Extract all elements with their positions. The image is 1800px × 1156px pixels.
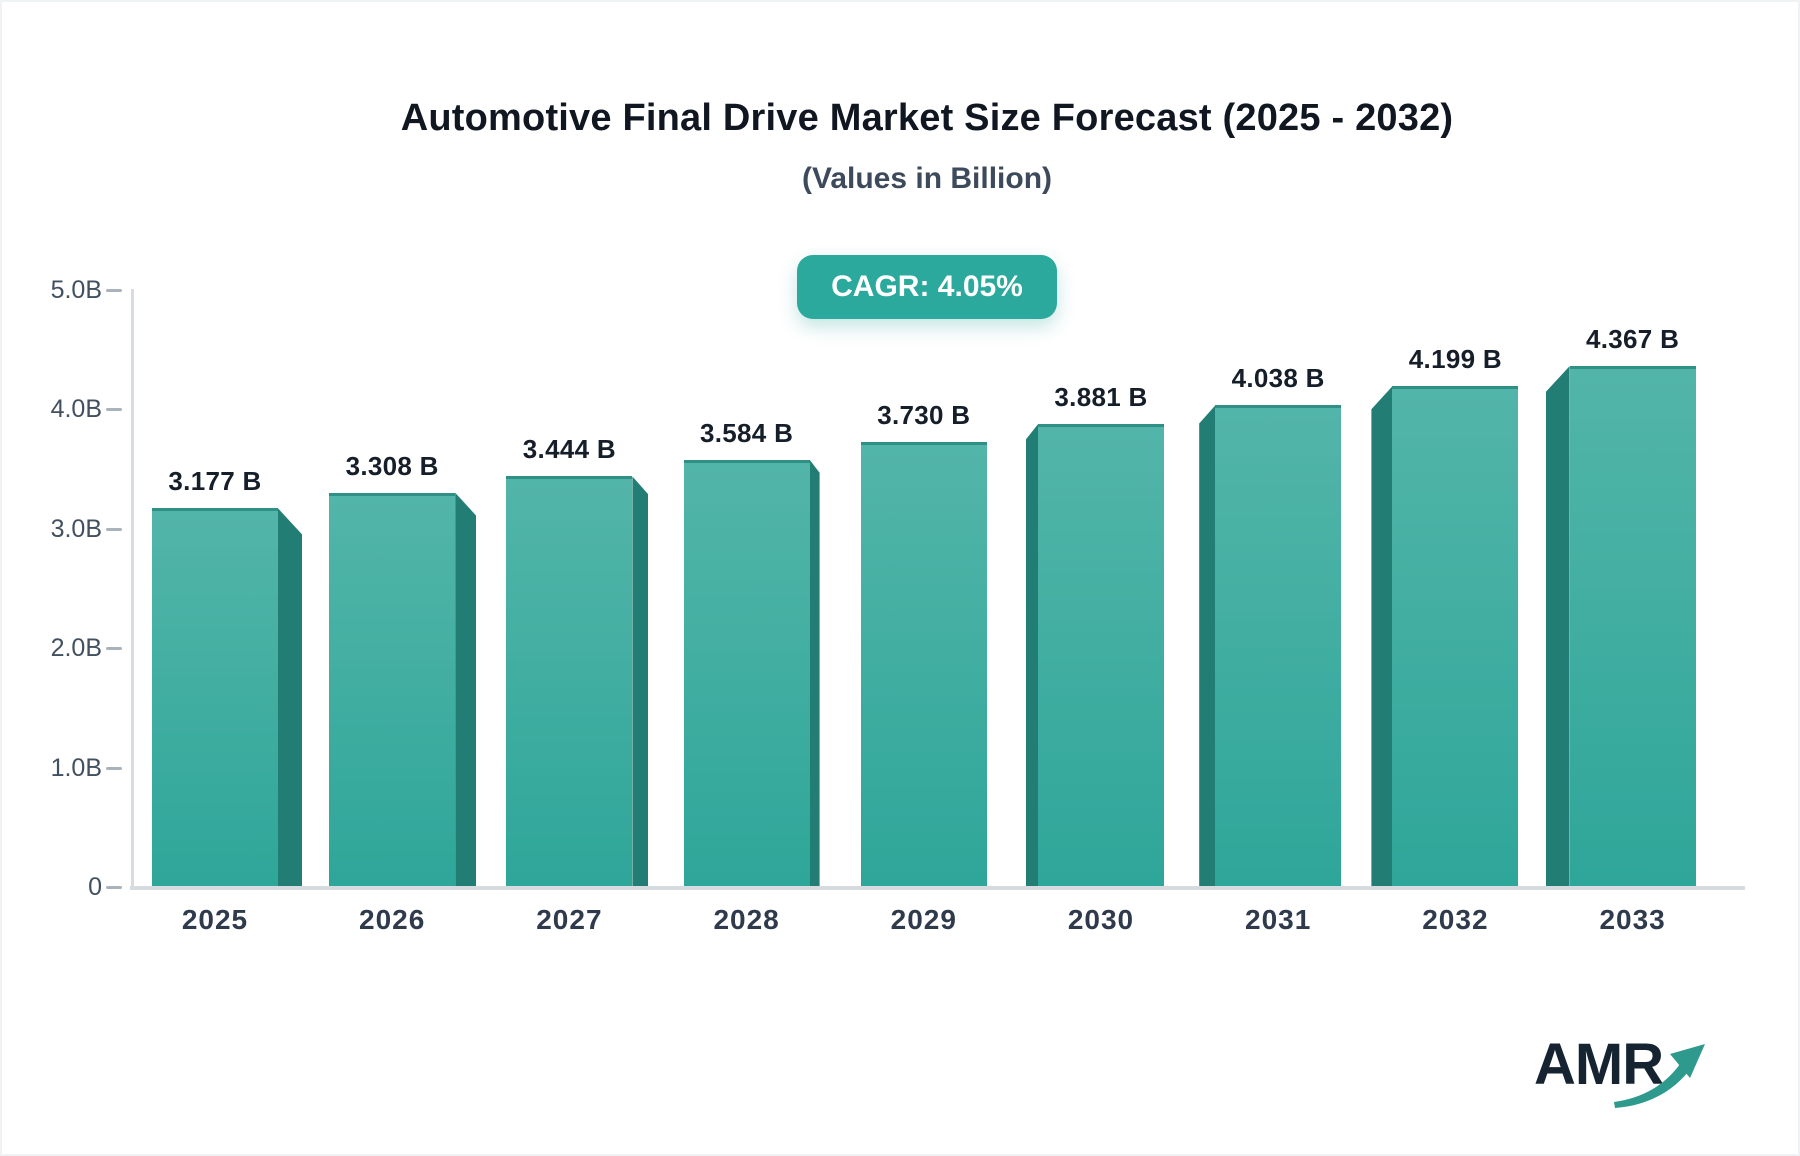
y-tick-mark: [106, 886, 122, 889]
x-axis-baseline: [130, 886, 1745, 890]
y-axis-line: [131, 289, 134, 890]
bar-value-label-2032: 4.199 B: [1408, 344, 1502, 375]
y-tick-label-3.0B: 3.0B: [50, 514, 102, 543]
bar-value-label-2026: 3.308 B: [345, 450, 439, 481]
bar-2029[interactable]: [860, 442, 987, 888]
bar-3d-side-2031: [1199, 405, 1216, 888]
bar-3d-side-2033: [1545, 366, 1570, 888]
x-tick-label-2031: 2031: [1245, 904, 1312, 935]
bar-2025[interactable]: [152, 508, 278, 888]
y-tick-label-1.0B: 1.0B: [50, 753, 102, 782]
bar-value-label-2027: 3.444 B: [522, 434, 616, 465]
y-tick-mark: [106, 288, 122, 292]
x-tick-label-2027: 2027: [536, 904, 603, 935]
bar-3d-side-2025: [278, 508, 302, 888]
bar-3d-side-2027: [632, 476, 649, 888]
x-tick-label-2030: 2030: [1067, 904, 1135, 935]
x-tick-label-2032: 2032: [1422, 904, 1489, 935]
x-tick-label-2033: 2033: [1599, 904, 1666, 935]
bar-value-label-2030: 3.881 B: [1054, 382, 1148, 413]
bar-2033[interactable]: [1569, 366, 1696, 888]
y-tick-label-2.0B: 2.0B: [50, 634, 102, 662]
y-tick-mark: [106, 766, 122, 770]
amr-logo-text: AMR: [1534, 1032, 1664, 1097]
amr-logo: AMR: [1534, 1036, 1734, 1126]
page-title: Automotive Final Drive Market Size Forec…: [400, 97, 1454, 139]
bar-value-label-2033: 4.367 B: [1586, 324, 1680, 355]
bar-3d-side-2032: [1371, 386, 1393, 888]
bar-value-label-2028: 3.584 B: [700, 417, 794, 448]
y-tick-mark: [106, 408, 122, 411]
y-tick-label-4.0B: 4.0B: [50, 395, 102, 423]
page-subtitle: (Values in Billion): [801, 162, 1053, 195]
x-tick-label-2028: 2028: [713, 904, 780, 935]
bar-value-label-2029: 3.730 B: [877, 400, 971, 431]
bar-3d-side-2030: [1026, 424, 1038, 888]
amr-logo-arrow-icon: [1614, 1044, 1705, 1108]
bar-2026[interactable]: [329, 492, 456, 888]
bar-2031[interactable]: [1215, 405, 1342, 888]
bar-3d-side-2028: [809, 459, 820, 888]
bar-value-label-2031: 4.038 B: [1231, 363, 1325, 394]
y-tick-label-5.0B: 5.0B: [50, 275, 102, 304]
bar-2027[interactable]: [506, 476, 633, 888]
bar-value-label-2025: 3.177 B: [168, 466, 262, 497]
cagr-badge: CAGR: 4.05%: [797, 255, 1057, 319]
x-tick-label-2026: 2026: [359, 904, 426, 935]
cagr-badge-row: CAGR: 4.05%: [27, 255, 1798, 319]
bar-2032[interactable]: [1392, 386, 1519, 888]
bar-2030[interactable]: [1038, 424, 1164, 888]
y-tick-mark: [106, 647, 122, 650]
x-tick-label-2025: 2025: [181, 904, 249, 935]
y-tick-mark: [106, 527, 122, 531]
x-tick-label-2029: 2029: [890, 904, 957, 935]
bar-2028[interactable]: [683, 459, 810, 888]
y-tick-label-0: 0: [88, 873, 102, 901]
bar-3d-side-2026: [455, 492, 477, 888]
